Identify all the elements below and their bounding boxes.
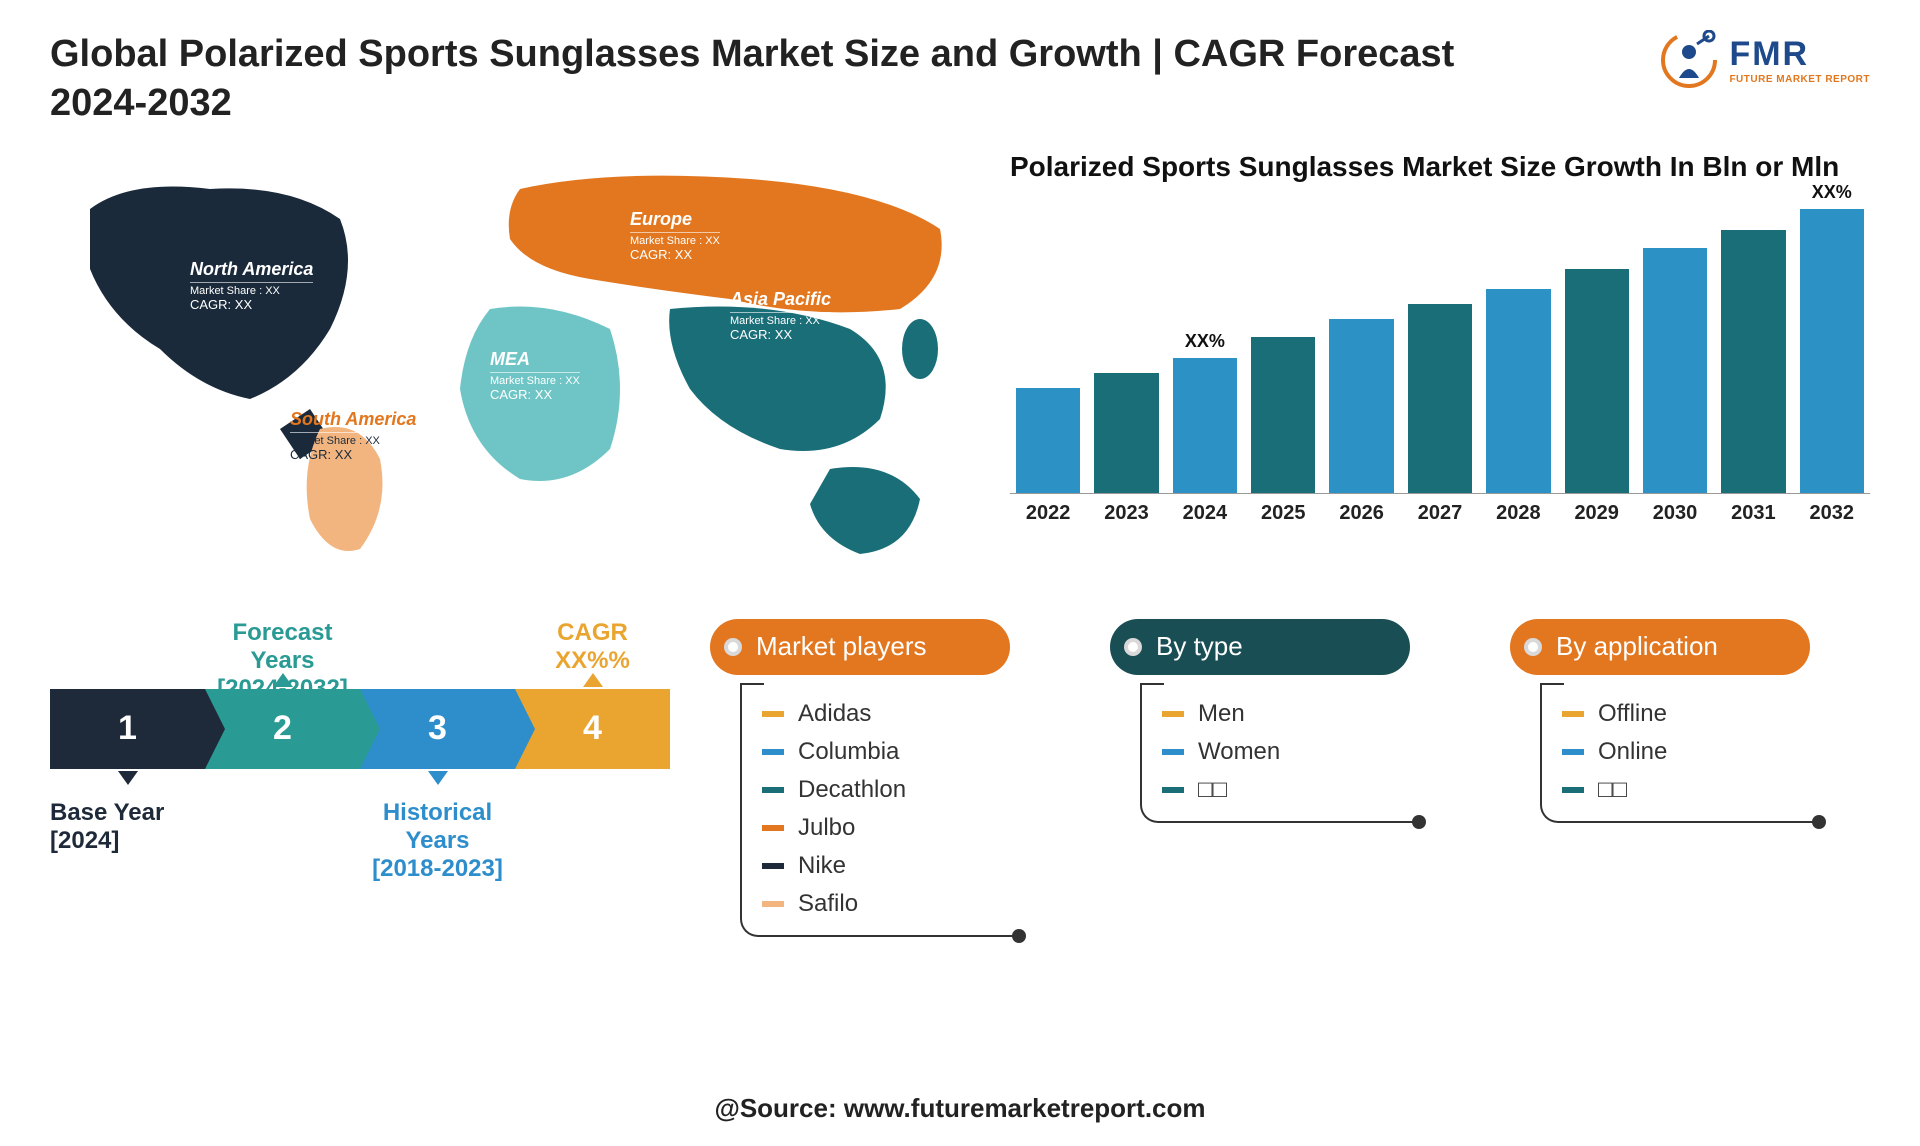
timeline-seg-3: 3 [360,689,515,769]
dash-icon [1162,787,1184,793]
pill-dot-icon [1524,638,1542,656]
bar-annotation: XX% [1812,182,1852,203]
timeline-seg-4: 4 [515,689,670,769]
list-item: Offline [1562,695,1820,733]
bar-2023 [1094,194,1158,493]
list-item-label: Decathlon [798,776,906,804]
world-map: North AmericaMarket Share : XXCAGR: XX So… [50,149,970,569]
pill-dot-icon [724,638,742,656]
logo: FMR FUTURE MARKET REPORT [1659,30,1870,90]
by-type-pill: By type [1110,619,1410,675]
list-item: Columbia [762,733,1020,771]
dash-icon [1162,749,1184,755]
dash-icon [762,749,784,755]
source-attribution: @Source: www.futuremarketreport.com [714,1093,1205,1124]
region-label-mea: MEAMarket Share : XXCAGR: XX [490,349,580,402]
bar-annotation: XX% [1185,331,1225,352]
market-players-col: Market players Adidas Columbia Decathlon Ju… [710,619,1070,937]
region-label-asia-pacific: Asia PacificMarket Share : XXCAGR: XX [730,289,831,342]
x-tick: 2029 [1565,502,1629,525]
dash-icon [762,787,784,793]
dash-icon [1562,787,1584,793]
base-year-label: Base Year [2024] [50,799,205,883]
x-axis: 2022 2023 2024 2025 2026 2027 2028 2029 2030 2031… [1010,494,1870,525]
list-item: Adidas [762,695,1020,733]
dash-icon [1562,711,1584,717]
bar-2028 [1486,194,1550,493]
list-item: □□ [1162,771,1420,809]
region-label-north-america: North AmericaMarket Share : XXCAGR: XX [190,259,313,312]
list-item: Men [1162,695,1420,733]
list-item-label: Offline [1598,700,1667,728]
list-item-label: Nike [798,852,846,880]
list-item: Julbo [762,809,1020,847]
chart-title: Polarized Sports Sunglasses Market Size … [1010,149,1870,184]
list-item: Women [1162,733,1420,771]
list-item-label: □□ [1598,776,1627,804]
list-item: Decathlon [762,771,1020,809]
by-application-pill: By application [1510,619,1810,675]
list-item: Safilo [762,885,1020,923]
bar-2030 [1643,194,1707,493]
logo-text-main: FMR [1729,35,1870,74]
bar-2027 [1408,194,1472,493]
dash-icon [1562,749,1584,755]
pill-dot-icon [1124,638,1142,656]
timeline-seg-1: 1 [50,689,205,769]
list-item-label: Safilo [798,890,858,918]
list-item-label: Columbia [798,738,899,766]
market-players-pill: Market players [710,619,1010,675]
dash-icon [762,825,784,831]
dash-icon [762,863,784,869]
list-item-label: Women [1198,738,1280,766]
dash-icon [762,901,784,907]
x-tick: 2027 [1408,502,1472,525]
bar-2022 [1016,194,1080,493]
by-type-col: By type Men Women □□ [1110,619,1470,823]
pill-title: By type [1156,631,1243,662]
timeline: Forecast Years [2024-2032] CAGR XX%% 123… [50,619,670,883]
x-tick: 2028 [1486,502,1550,525]
timeline-seg-2: 2 [205,689,360,769]
bar-2026 [1329,194,1393,493]
bar-chart: Polarized Sports Sunglasses Market Size … [1010,149,1870,569]
bar-2031 [1721,194,1785,493]
timeline-strip: 1234 [50,689,670,769]
list-item-label: Julbo [798,814,855,842]
x-tick: 2023 [1094,502,1158,525]
list-item: □□ [1562,771,1820,809]
logo-text-sub: FUTURE MARKET REPORT [1729,74,1870,85]
bar-2025 [1251,194,1315,493]
list-item-label: □□ [1198,776,1227,804]
fmr-logo-icon [1659,30,1719,90]
x-tick: 2030 [1643,502,1707,525]
dash-icon [762,711,784,717]
market-players-list: Adidas Columbia Decathlon Julbo Nike Safilo [740,683,1020,937]
bar-2032: XX% [1800,194,1864,493]
by-application-col: By application Offline Online □□ [1510,619,1870,823]
x-tick: 2032 [1800,502,1864,525]
pill-title: Market players [756,631,927,662]
x-tick: 2025 [1251,502,1315,525]
pill-title: By application [1556,631,1718,662]
bar-2029 [1565,194,1629,493]
x-tick: 2024 [1173,502,1237,525]
historical-label: Historical Years [2018-2023] [360,799,515,883]
by-application-list: Offline Online □□ [1540,683,1820,823]
list-item-label: Men [1198,700,1245,728]
region-label-europe: EuropeMarket Share : XXCAGR: XX [630,209,720,262]
bars-container: XX% XX% [1010,194,1870,494]
bar-2024: XX% [1173,194,1237,493]
list-item-label: Adidas [798,700,871,728]
x-tick: 2022 [1016,502,1080,525]
page-title: Global Polarized Sports Sunglasses Marke… [50,30,1550,129]
by-type-list: Men Women □□ [1140,683,1420,823]
x-tick: 2031 [1721,502,1785,525]
dash-icon [1162,711,1184,717]
list-item-label: Online [1598,738,1667,766]
list-item: Nike [762,847,1020,885]
list-item: Online [1562,733,1820,771]
x-tick: 2026 [1329,502,1393,525]
region-label-south-america: South AmericaMarket Share : XXCAGR: XX [290,409,416,462]
